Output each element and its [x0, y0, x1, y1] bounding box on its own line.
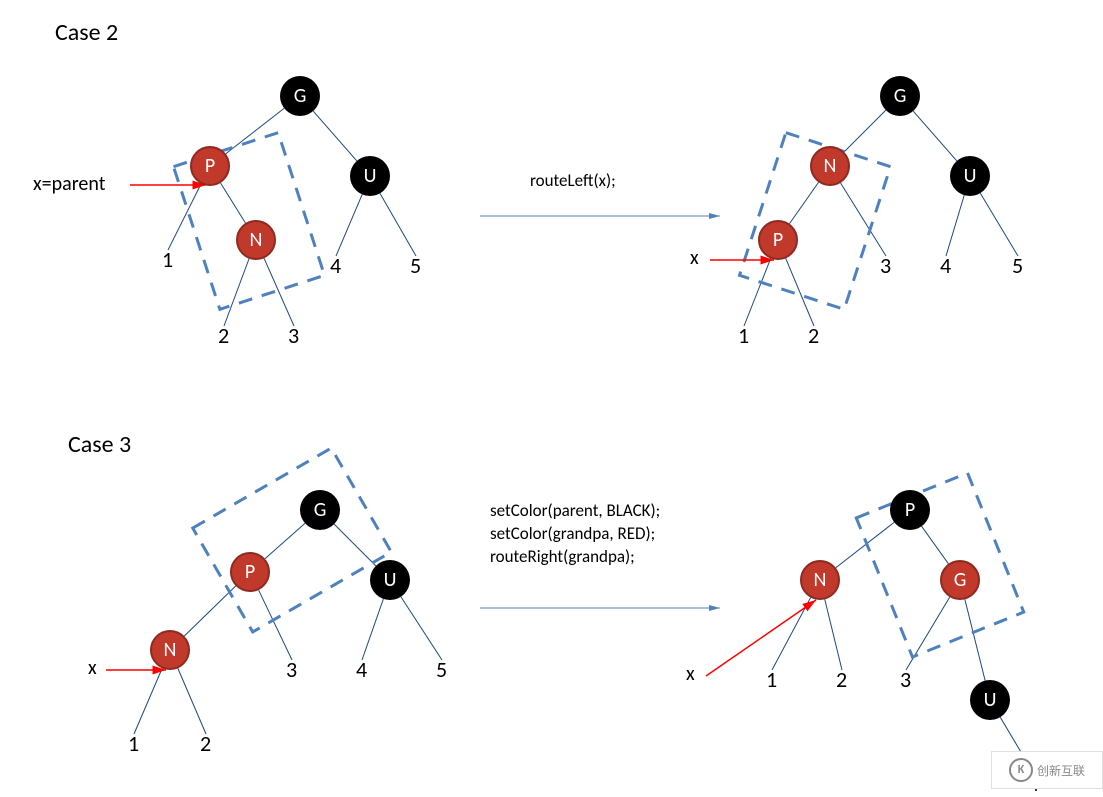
- tree-node: G: [300, 490, 340, 530]
- tree-leaf: 1: [738, 322, 749, 349]
- tree-leaf: 5: [1012, 252, 1023, 279]
- watermark-icon: K: [1009, 758, 1033, 782]
- tree-node: N: [236, 220, 276, 260]
- watermark-text: 创新互联: [1037, 762, 1085, 779]
- tree-leaf: 1: [766, 666, 777, 693]
- tree-node: P: [758, 220, 798, 260]
- tree-leaf: 5: [410, 252, 421, 279]
- case2-title: Case 2: [55, 18, 118, 47]
- tree-leaf: 3: [286, 656, 297, 683]
- diagram-canvas: Case 2 Case 3 routeLeft(x); setColor(par…: [0, 0, 1103, 789]
- svg-overlay: [0, 0, 1103, 789]
- tree-node: N: [800, 560, 840, 600]
- case2-left-annotation: x=parent: [33, 172, 105, 196]
- tree-node: U: [370, 560, 410, 600]
- tree-node: U: [950, 156, 990, 196]
- tree-leaf: 1: [128, 730, 139, 757]
- tree-leaf: 2: [200, 730, 211, 757]
- tree-leaf: 4: [356, 656, 367, 683]
- case2-right-annotation: x: [690, 246, 699, 270]
- case3-left-annotation: x: [88, 656, 97, 680]
- tree-node: G: [280, 76, 320, 116]
- tree-leaf: 2: [808, 322, 819, 349]
- case3-transform-label: setColor(parent, BLACK); setColor(grandp…: [490, 500, 660, 569]
- tree-leaf: 3: [288, 322, 299, 349]
- case3-right-annotation: x: [686, 662, 695, 686]
- tree-node: U: [970, 680, 1010, 720]
- tree-leaf: 4: [940, 252, 951, 279]
- tree-leaf: 5: [436, 656, 447, 683]
- tree-leaf: 2: [218, 322, 229, 349]
- tree-leaf: 3: [880, 252, 891, 279]
- tree-node: U: [350, 156, 390, 196]
- case3-title: Case 3: [68, 430, 131, 459]
- tree-leaf: 1: [162, 246, 173, 273]
- case2-transform-label: routeLeft(x);: [530, 170, 616, 193]
- tree-node: P: [190, 146, 230, 186]
- tree-node: N: [150, 630, 190, 670]
- tree-node: P: [890, 490, 930, 530]
- tree-leaf: 2: [836, 666, 847, 693]
- tree-leaf: 4: [330, 252, 341, 279]
- tree-node: G: [940, 560, 980, 600]
- tree-node: N: [810, 146, 850, 186]
- watermark: K 创新互联: [991, 751, 1103, 789]
- tree-node: P: [230, 552, 270, 592]
- tree-node: G: [880, 76, 920, 116]
- tree-leaf: 3: [900, 666, 911, 693]
